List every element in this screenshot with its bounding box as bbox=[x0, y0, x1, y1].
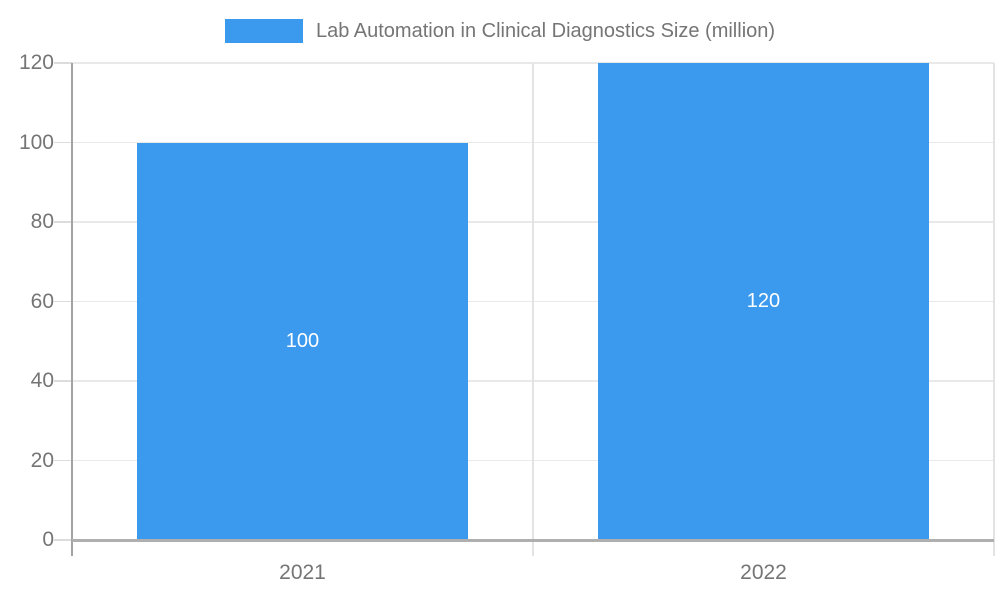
bar-value-label-2022: 120 bbox=[746, 290, 781, 312]
y-axis-line bbox=[71, 63, 73, 556]
y-axis-label-120: 120 bbox=[18, 51, 54, 74]
x-axis-label-2021: 2021 bbox=[279, 561, 326, 584]
bar-2021[interactable]: 100 bbox=[137, 142, 468, 540]
y-axis-tick-40 bbox=[54, 380, 72, 382]
legend-color-swatch bbox=[224, 19, 303, 43]
y-axis-tick-80 bbox=[54, 221, 72, 223]
y-axis-tick-20 bbox=[54, 459, 72, 462]
bar-value-label-2021: 100 bbox=[285, 329, 320, 352]
category-separator-1 bbox=[532, 63, 534, 556]
x-axis-label-2022: 2022 bbox=[740, 561, 787, 584]
plot-right-border bbox=[993, 63, 995, 556]
y-axis-label-60: 60 bbox=[30, 289, 54, 313]
y-axis-tick-60 bbox=[54, 300, 72, 303]
bar-2022[interactable]: 120 bbox=[598, 63, 929, 540]
y-axis-tick-0 bbox=[54, 539, 72, 541]
legend-series-label: Lab Automation in Clinical Diagnostics S… bbox=[315, 19, 776, 42]
y-axis-label-40: 40 bbox=[30, 369, 54, 392]
y-axis-tick-100 bbox=[54, 141, 72, 144]
x-axis-baseline bbox=[72, 538, 994, 542]
y-axis-label-20: 20 bbox=[30, 448, 54, 472]
chart-legend[interactable]: Lab Automation in Clinical Diagnostics S… bbox=[0, 17, 1000, 45]
y-axis-label-0: 0 bbox=[42, 528, 54, 551]
y-axis-label-100: 100 bbox=[18, 130, 54, 154]
y-axis-label-80: 80 bbox=[30, 210, 54, 233]
y-axis-tick-120 bbox=[54, 62, 72, 64]
